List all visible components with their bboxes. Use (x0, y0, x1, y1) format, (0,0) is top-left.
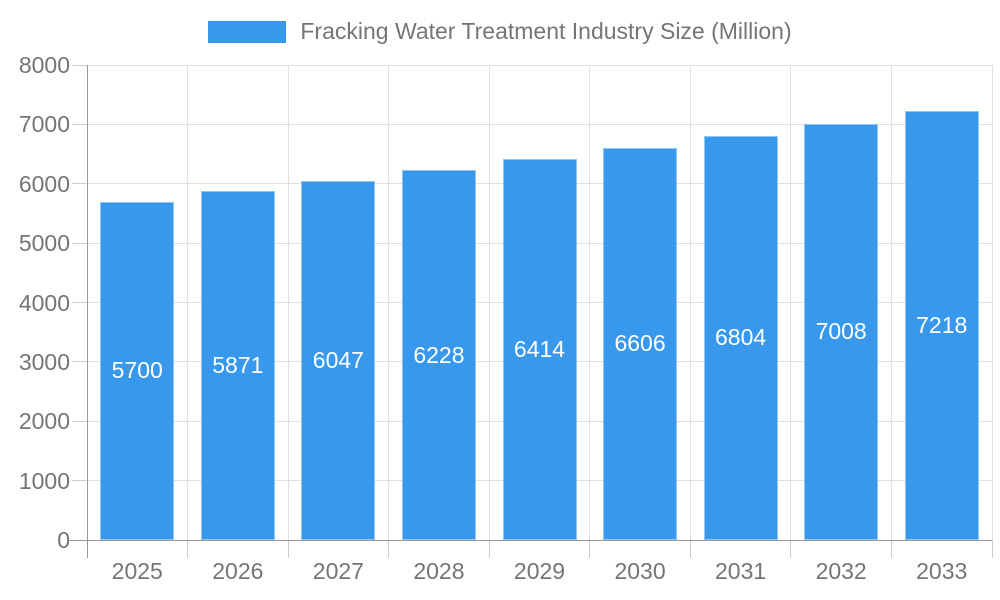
y-axis-tick (72, 183, 87, 185)
bar-2029[interactable]: 6414 (502, 159, 577, 540)
x-gridline (287, 65, 289, 540)
x-gridline (187, 65, 189, 540)
x-gridline (890, 65, 892, 540)
x-axis-tick (187, 540, 189, 558)
bar-2027[interactable]: 6047 (301, 180, 376, 540)
x-tick-label: 2031 (715, 558, 767, 584)
bar-2026[interactable]: 5871 (200, 191, 275, 540)
bar-value-label: 6414 (513, 336, 566, 363)
legend-swatch (208, 20, 287, 43)
y-gridline (87, 64, 992, 66)
x-axis-tick (589, 540, 591, 558)
y-axis-line (86, 65, 88, 540)
bar-2031[interactable]: 6804 (703, 136, 778, 540)
x-tick-label: 2029 (513, 558, 566, 584)
x-gridline (689, 65, 691, 540)
y-gridline (87, 123, 992, 125)
bar-value-label: 6228 (413, 341, 465, 368)
chart-legend[interactable]: Fracking Water Treatment Industry Size (… (0, 18, 1000, 45)
bar-value-label: 6047 (312, 346, 364, 373)
y-axis-tick (72, 123, 87, 125)
x-axis-line (68, 539, 992, 541)
bar-2030[interactable]: 6606 (603, 147, 678, 540)
y-tick-label: 7000 (18, 111, 70, 138)
x-gridline (991, 65, 993, 540)
bar-value-label: 6606 (614, 330, 666, 357)
x-gridline (388, 65, 390, 540)
y-axis-tick (72, 302, 87, 303)
bar-value-label: 7008 (815, 318, 867, 345)
bar-value-label: 7218 (916, 312, 968, 339)
y-axis-tick (72, 420, 87, 422)
x-tick-label: 2026 (212, 558, 264, 584)
bar-value-label: 5700 (111, 357, 163, 384)
x-gridline (589, 65, 591, 540)
x-axis-tick (488, 540, 490, 558)
x-axis-tick (890, 540, 892, 558)
x-tick-label: 2032 (815, 558, 867, 584)
y-tick-label: 5000 (18, 230, 70, 257)
y-tick-label: 2000 (18, 408, 70, 435)
x-tick-label: 2028 (413, 558, 465, 584)
x-gridline (790, 65, 792, 540)
x-axis-tick (991, 540, 993, 558)
y-tick-label: 0 (57, 527, 70, 553)
y-axis-tick (72, 480, 87, 482)
x-axis-tick (287, 540, 289, 558)
x-tick-label: 2025 (111, 558, 163, 584)
y-tick-label: 4000 (18, 289, 70, 316)
y-axis-tick (72, 242, 87, 244)
y-axis-tick (72, 64, 87, 66)
bar-2028[interactable]: 6228 (401, 170, 476, 540)
x-tick-label: 2030 (614, 558, 666, 584)
x-axis-tick (388, 540, 390, 558)
legend-label: Fracking Water Treatment Industry Size (… (300, 18, 792, 44)
y-tick-label: 3000 (18, 348, 70, 375)
x-axis-tick (689, 540, 691, 558)
bar-2032[interactable]: 7008 (804, 123, 879, 540)
y-tick-label: 8000 (18, 52, 70, 78)
y-axis-tick (72, 361, 87, 363)
bar-value-label: 5871 (212, 352, 264, 379)
x-tick-label: 2027 (312, 558, 364, 584)
bar-value-label: 6804 (715, 324, 767, 351)
x-gridline (488, 65, 490, 540)
x-tick-label: 2033 (916, 558, 968, 584)
x-axis-tick (86, 540, 88, 558)
bar-2025[interactable]: 5700 (100, 201, 175, 540)
y-tick-label: 6000 (18, 170, 70, 197)
y-tick-label: 1000 (18, 467, 70, 494)
x-axis-tick (790, 540, 792, 558)
bar-2033[interactable]: 7218 (904, 111, 979, 540)
